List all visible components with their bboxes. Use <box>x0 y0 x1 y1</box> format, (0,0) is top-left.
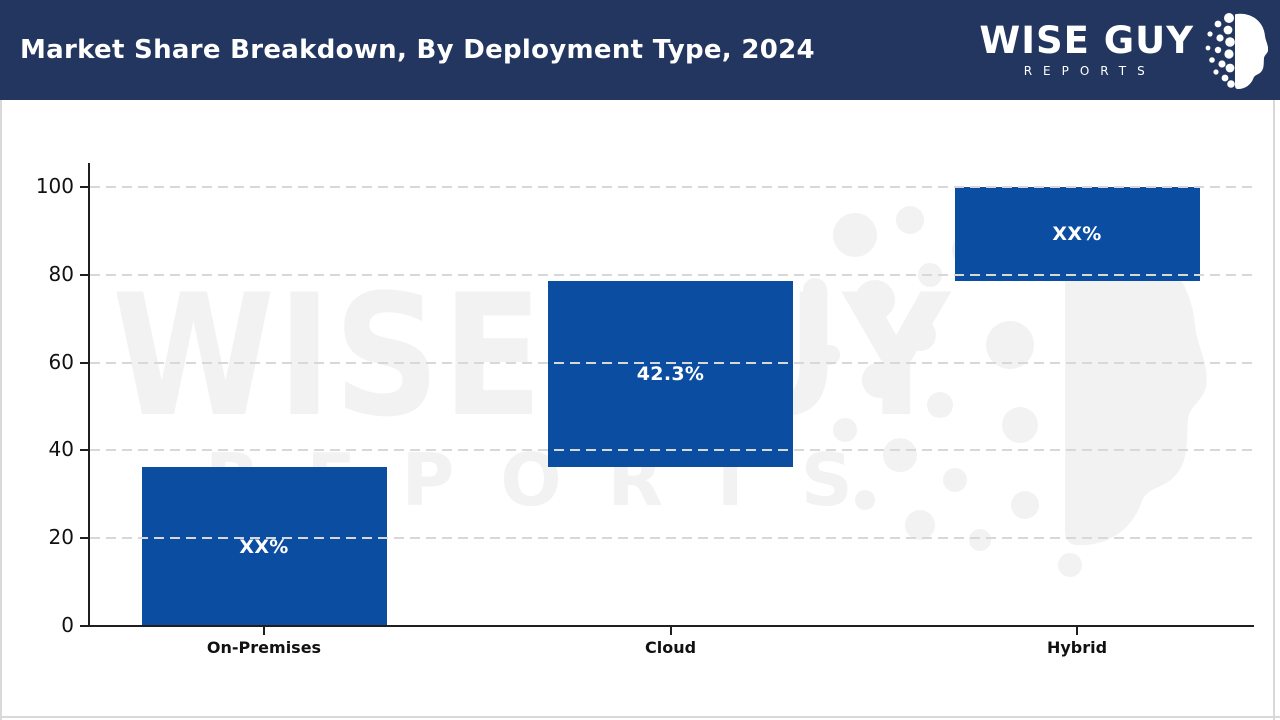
x-category-label-hybrid: Hybrid <box>1046 638 1108 657</box>
x-tick-cloud <box>669 627 672 635</box>
gridline-40 <box>90 449 1253 452</box>
watermark-dotted-head-icon <box>803 206 1207 577</box>
y-tick-label-40: 40 <box>48 437 74 462</box>
dotted-head-profile-icon <box>1205 13 1268 89</box>
y-tick-label-100: 100 <box>35 174 74 198</box>
y-tick-label-60: 60 <box>48 349 74 374</box>
x-tick-hybrid <box>1076 627 1078 635</box>
bar-hybrid: XX% <box>954 187 1200 282</box>
y-tick-label-0: 0 <box>61 613 74 637</box>
page-title: Market Share Breakdown, By Deployment Ty… <box>20 35 815 65</box>
gridline-100 <box>90 186 1253 188</box>
x-category-label-on-premises: On-Premises <box>206 638 322 657</box>
gridline-60 <box>90 361 1253 364</box>
plot-area: 0 20 40 60 80 100 XX% 42.3% XX% On-Premises Clou… <box>0 100 1280 716</box>
x-category-label-cloud: Cloud <box>644 638 697 657</box>
x-axis-line <box>88 625 1254 627</box>
x-tick-on-premises <box>263 627 265 635</box>
header: Market Share Breakdown, By Deployment Ty… <box>0 0 1280 100</box>
logo-wordmark-line2: REPORTS <box>1023 63 1156 78</box>
bar-value-label: XX% <box>1052 223 1102 246</box>
bar-on-premises: XX% <box>141 467 387 626</box>
logo-wordmark: WISE GUY REPORTS <box>979 19 1194 78</box>
frame-border-right <box>1273 100 1275 720</box>
y-tick-40 <box>80 449 89 452</box>
y-axis-line <box>88 163 90 627</box>
bar-cloud: 42.3% <box>548 281 793 468</box>
frame-border-left <box>0 100 2 720</box>
bar-value-label: XX% <box>239 535 289 558</box>
logo-wordmark-line1: WISE GUY <box>979 19 1194 63</box>
y-tick-label-80: 80 <box>48 261 74 286</box>
y-tick-0 <box>80 625 89 627</box>
y-tick-80 <box>80 273 89 276</box>
y-tick-label-20: 20 <box>48 525 74 550</box>
wise-guy-reports-logo: WISE GUY REPORTS <box>979 6 1268 94</box>
bar-value-label: 42.3% <box>636 363 705 386</box>
y-tick-60 <box>80 361 89 364</box>
y-tick-20 <box>80 537 89 540</box>
gridline-80 <box>90 273 1253 276</box>
frame-border-bottom <box>0 716 1280 718</box>
gridline-20 <box>90 537 1253 540</box>
y-tick-100 <box>80 186 89 188</box>
